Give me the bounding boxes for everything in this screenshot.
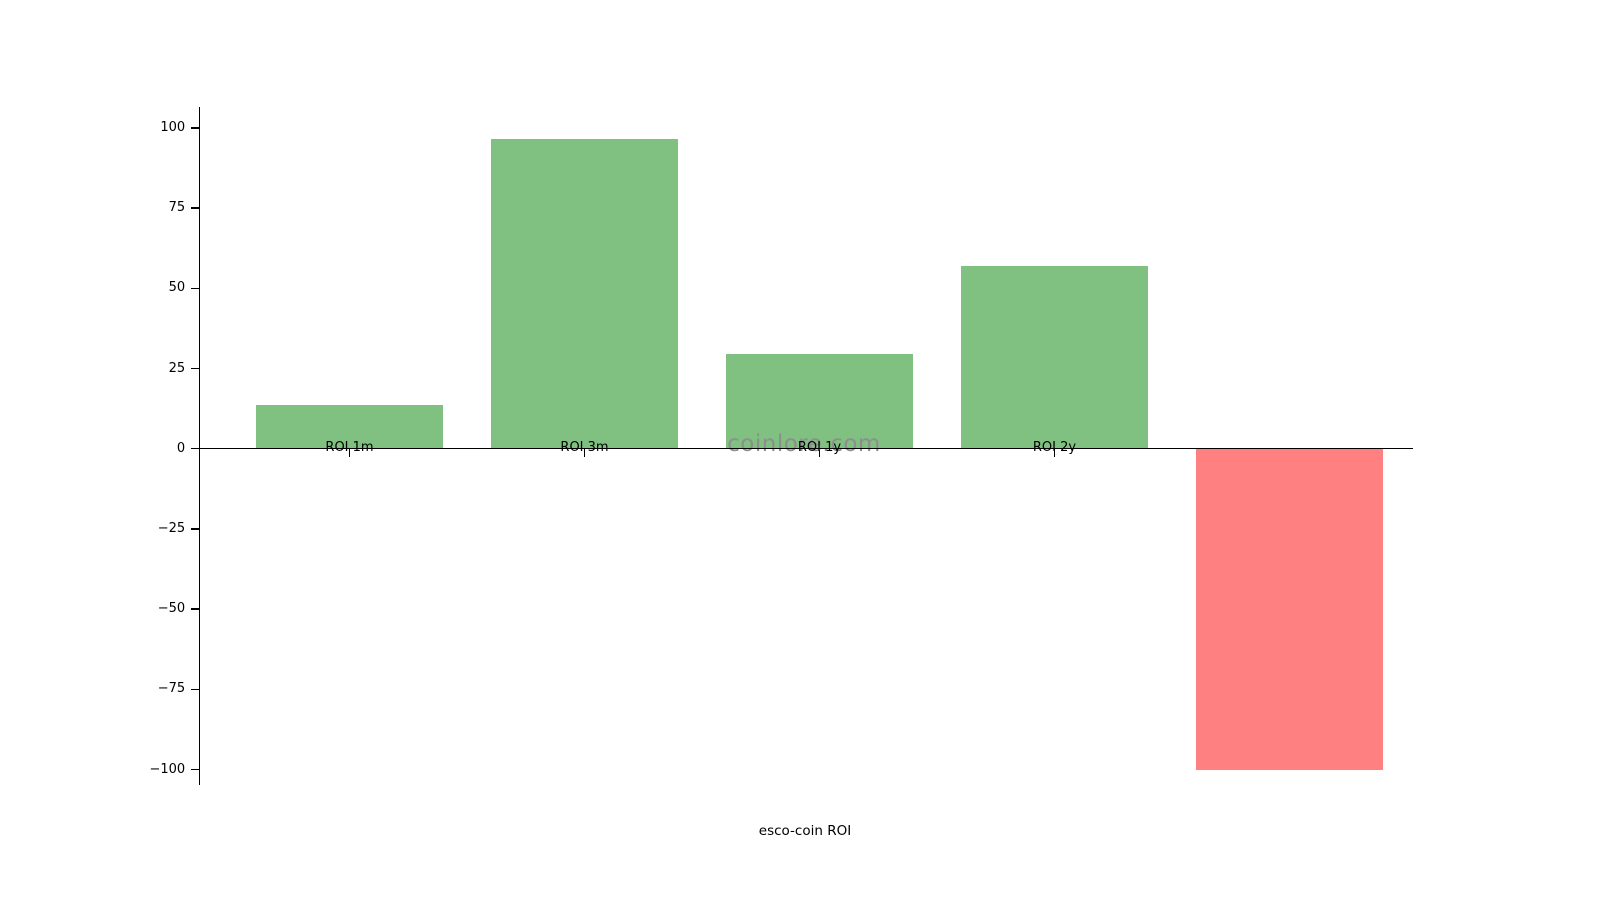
- y-tick-label: −75: [157, 681, 186, 697]
- y-tick-label: −25: [157, 520, 186, 536]
- bar-roi-1y: [726, 353, 913, 449]
- y-tick-label: 0: [176, 440, 186, 456]
- bar-bar-5: [1196, 449, 1383, 771]
- y-tick-label: 100: [160, 119, 186, 135]
- y-tick-mark: [191, 528, 200, 530]
- x-tick-mark: [583, 448, 586, 457]
- chart-x-axis-title: esco-coin ROI: [758, 823, 852, 839]
- y-tick-label: −100: [149, 761, 186, 777]
- y-tick-label: 25: [168, 360, 186, 376]
- x-tick-mark: [818, 448, 821, 457]
- watermark: coinlore.com: [727, 431, 881, 457]
- x-tick-label-roi-2y: ROI 2y: [1032, 440, 1077, 455]
- bar-roi-1m: [256, 404, 443, 449]
- x-tick-mark: [348, 448, 351, 457]
- y-tick-mark: [191, 207, 200, 209]
- y-axis-spine: [199, 107, 201, 785]
- y-tick-mark: [191, 127, 200, 129]
- bar-roi-3m: [491, 138, 678, 449]
- x-tick-label-roi-1y: ROI 1y: [797, 440, 842, 455]
- x-axis-zero-line: [199, 448, 1413, 450]
- y-tick-mark: [191, 768, 200, 771]
- y-tick-mark: [191, 688, 200, 690]
- y-tick-mark: [191, 367, 200, 370]
- y-tick-mark: [191, 287, 200, 289]
- y-tick-label: 75: [168, 200, 186, 216]
- x-tick-label-roi-1m: ROI 1m: [325, 440, 374, 455]
- bar-roi-2y: [961, 265, 1148, 449]
- y-tick-mark: [191, 448, 200, 450]
- y-tick-label: 50: [168, 280, 186, 296]
- x-tick-mark: [1053, 448, 1056, 457]
- y-tick-mark: [191, 608, 200, 610]
- x-tick-label-roi-3m: ROI 3m: [560, 440, 609, 455]
- y-tick-label: −50: [157, 601, 186, 617]
